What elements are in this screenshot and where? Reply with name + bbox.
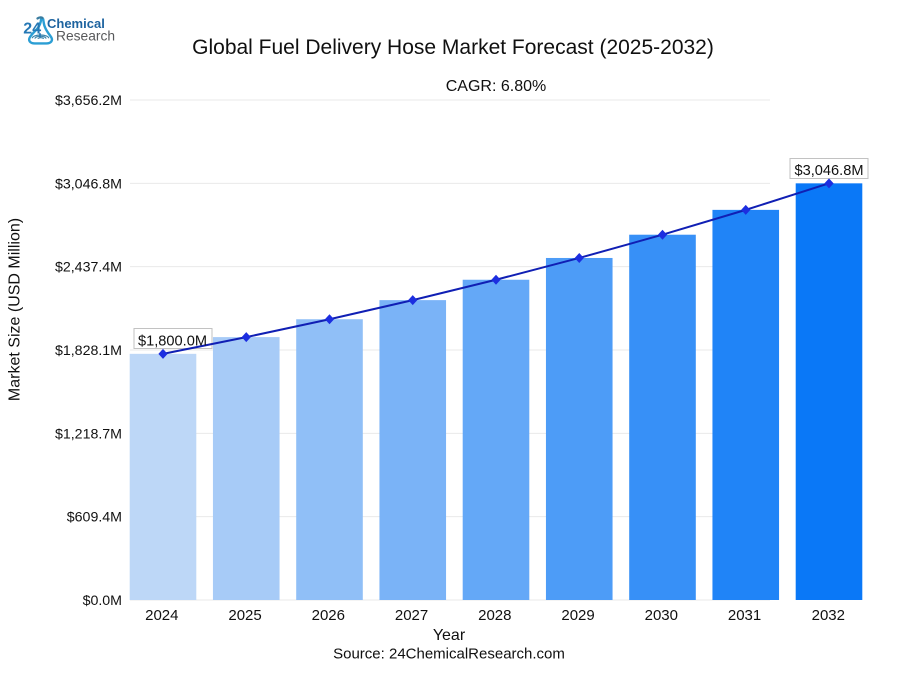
svg-text:$1,828.1M: $1,828.1M xyxy=(55,343,122,359)
svg-text:$3,046.8M: $3,046.8M xyxy=(795,163,864,179)
svg-text:Year: Year xyxy=(433,627,466,644)
svg-text:$1,218.7M: $1,218.7M xyxy=(55,426,122,442)
svg-text:$609.4M: $609.4M xyxy=(67,510,122,526)
svg-text:2029: 2029 xyxy=(561,607,594,624)
svg-text:CAGR: 6.80%: CAGR: 6.80% xyxy=(446,78,546,95)
svg-text:Research: Research xyxy=(56,28,115,43)
svg-text:Global Fuel Delivery Hose Mark: Global Fuel Delivery Hose Market Forecas… xyxy=(192,36,714,59)
svg-text:$3,656.2M: $3,656.2M xyxy=(55,93,122,109)
svg-text:Chemical: Chemical xyxy=(47,16,105,31)
svg-text:2030: 2030 xyxy=(645,607,678,624)
svg-text:Source: 24ChemicalResearch.com: Source: 24ChemicalResearch.com xyxy=(333,646,565,663)
svg-text:Market Size (USD Million): Market Size (USD Million) xyxy=(7,218,24,401)
svg-text:2024: 2024 xyxy=(145,607,178,624)
svg-text:24: 24 xyxy=(23,20,41,37)
svg-text:$3,046.8M: $3,046.8M xyxy=(55,176,122,192)
svg-text:2032: 2032 xyxy=(812,607,845,624)
svg-text:$0.0M: $0.0M xyxy=(83,593,122,609)
svg-text:2026: 2026 xyxy=(312,607,345,624)
svg-text:2027: 2027 xyxy=(395,607,428,624)
svg-text:$1,800.0M: $1,800.0M xyxy=(138,333,207,349)
svg-text:2028: 2028 xyxy=(478,607,511,624)
svg-text:$2,437.4M: $2,437.4M xyxy=(55,260,122,276)
svg-text:2025: 2025 xyxy=(228,607,261,624)
svg-text:2031: 2031 xyxy=(728,607,761,624)
